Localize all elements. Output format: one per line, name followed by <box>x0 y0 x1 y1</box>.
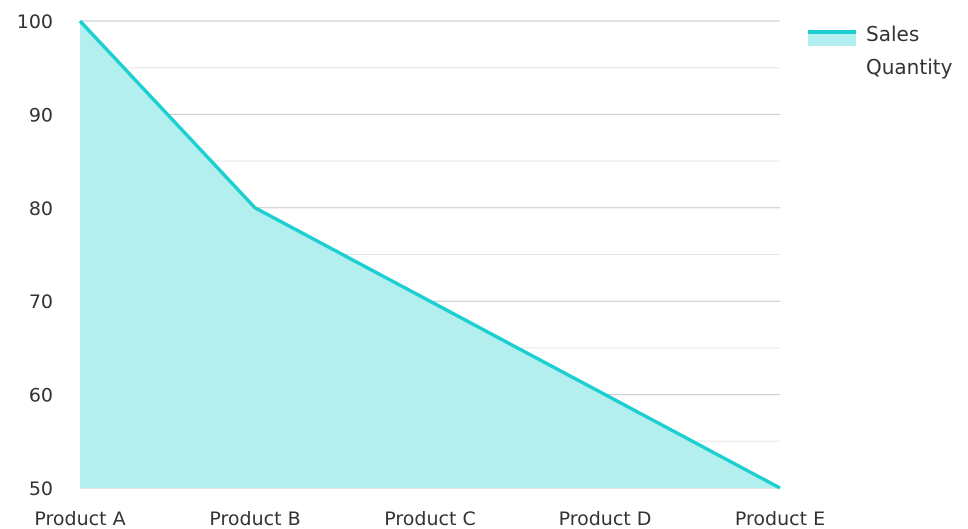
y-tick-label: 100 <box>17 11 53 33</box>
x-tick-label: Product E <box>735 508 825 529</box>
y-tick-label: 50 <box>29 478 53 500</box>
legend-label-line2: Quantity <box>866 55 953 79</box>
x-tick-label: Product D <box>559 508 652 529</box>
legend: Sales Quantity <box>808 22 953 79</box>
series-line <box>78 19 781 490</box>
y-axis: 50 60 70 80 90 100 <box>17 11 53 500</box>
legend-label-line1: Sales <box>866 22 919 46</box>
y-tick-label: 80 <box>29 198 53 220</box>
y-tick-label: 60 <box>29 385 53 407</box>
series-area-fill <box>80 21 780 488</box>
x-tick-label: Product B <box>209 508 300 529</box>
x-tick-label: Product A <box>34 508 125 529</box>
x-tick-label: Product C <box>384 508 475 529</box>
y-tick-label: 90 <box>29 104 53 126</box>
y-tick-label: 70 <box>29 291 53 313</box>
area-series <box>78 19 781 490</box>
x-axis: Product A Product B Product C Product D Prod… <box>34 508 825 529</box>
